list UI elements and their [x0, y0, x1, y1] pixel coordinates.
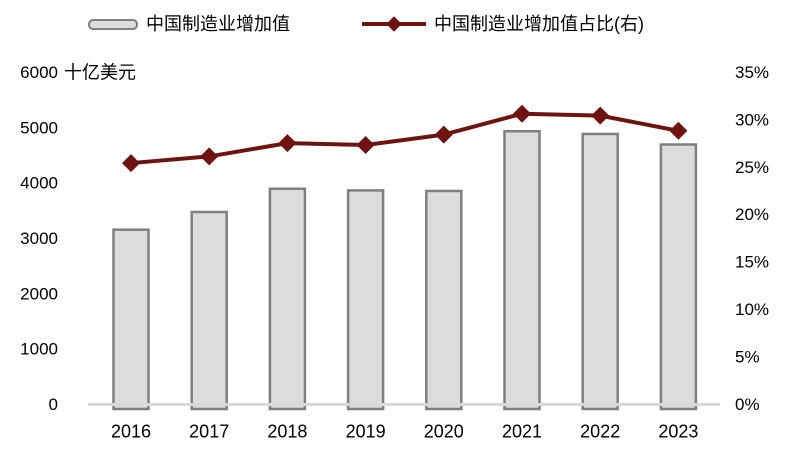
x-axis-label-2020: 2020 [424, 421, 464, 441]
right-axis-tick: 20% [735, 205, 769, 224]
line-marker-2020 [434, 125, 453, 144]
bar-series-swatch-icon [88, 18, 138, 30]
left-axis-tick: 6000 [20, 63, 58, 82]
right-axis-tick: 25% [735, 158, 769, 177]
x-axis-label-2017: 2017 [189, 421, 229, 441]
left-axis-tick: 5000 [20, 118, 58, 137]
line-series-path [130, 111, 679, 166]
legend: 中国制造业增加值 中国制造业增加值占比(右) [88, 13, 644, 35]
bar-2019 [346, 189, 385, 411]
line-marker-2018 [278, 134, 297, 153]
right-axis-tick: 30% [735, 110, 769, 129]
legend-item-line-series: 中国制造业增加值占比(右) [362, 13, 644, 35]
legend-item-bar-series: 中国制造业增加值 [88, 13, 290, 35]
left-axis-tick: 4000 [20, 174, 58, 193]
line-marker-2017 [200, 147, 219, 166]
bar-2020 [425, 189, 463, 411]
bar-2022 [581, 132, 619, 411]
right-axis-tick: 0% [735, 395, 760, 414]
right-axis-tick: 35% [735, 63, 769, 82]
right-axis-tick: 5% [735, 348, 760, 367]
right-axis-tick: 10% [735, 300, 769, 319]
right-axis-tick: 15% [735, 253, 769, 272]
bar-2016 [112, 228, 150, 411]
bar-2018 [268, 187, 307, 411]
line-marker-2022 [591, 106, 610, 125]
bar-series-label: 中国制造业增加值 [146, 14, 290, 34]
line-marker-2016 [122, 154, 140, 173]
line-marker-2019 [356, 136, 375, 155]
left-axis-unit-label: 十亿美元 [64, 62, 136, 82]
x-axis-label-2021: 2021 [502, 421, 542, 441]
left-axis-tick: 3000 [20, 229, 58, 248]
x-axis-label-2022: 2022 [580, 421, 620, 441]
line-series-swatch-icon [362, 16, 426, 32]
line-series-label: 中国制造业增加值占比(右) [434, 14, 644, 34]
bar-2023 [659, 143, 698, 411]
line-marker-2021 [513, 104, 531, 123]
line-marker-2023 [669, 121, 688, 140]
bar-2017 [190, 210, 228, 411]
bar-2021 [503, 129, 541, 411]
x-axis-label-2023: 2023 [658, 421, 698, 441]
x-axis-label-2016: 2016 [111, 421, 151, 441]
left-axis-tick: 2000 [20, 284, 58, 303]
x-axis-label-2019: 2019 [346, 421, 386, 441]
left-axis-tick: 0 [49, 395, 58, 414]
left-axis-tick: 1000 [20, 340, 58, 359]
x-axis-label-2018: 2018 [267, 421, 307, 441]
